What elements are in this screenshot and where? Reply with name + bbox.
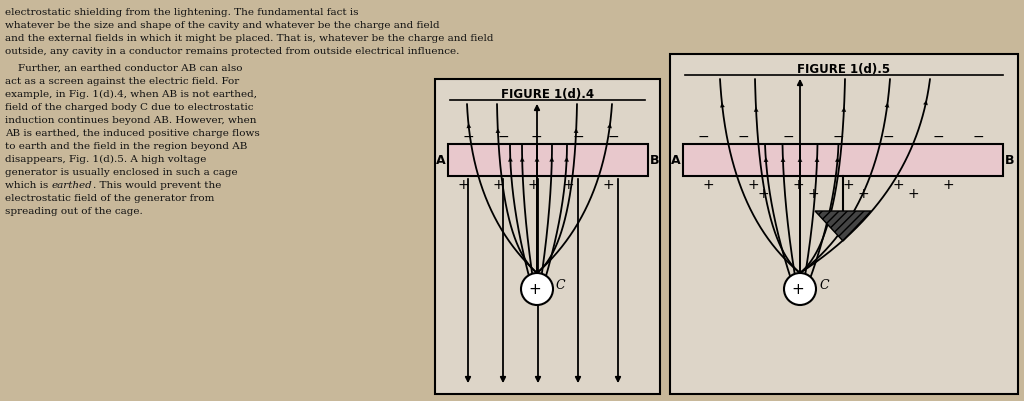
Text: +: + xyxy=(748,178,759,192)
Text: whatever be the size and shape of the cavity and whatever be the charge and fiel: whatever be the size and shape of the ca… xyxy=(5,21,439,30)
Text: FIGURE 1(d).5: FIGURE 1(d).5 xyxy=(798,63,891,76)
Text: B: B xyxy=(1005,154,1015,167)
Text: which is: which is xyxy=(5,180,51,190)
Text: electrostatic shielding from the lightening. The fundamental fact is: electrostatic shielding from the lighten… xyxy=(5,8,358,17)
Text: A: A xyxy=(436,154,446,167)
Bar xyxy=(449,145,648,176)
Bar xyxy=(670,55,1018,394)
Text: −: − xyxy=(782,130,794,144)
Text: −: − xyxy=(462,130,474,144)
Text: −: − xyxy=(572,130,584,144)
Text: +: + xyxy=(793,178,804,192)
Text: +: + xyxy=(807,186,819,200)
Text: earthed: earthed xyxy=(52,180,93,190)
Text: generator is usually enclosed in such a cage: generator is usually enclosed in such a … xyxy=(5,168,238,176)
Text: +: + xyxy=(857,186,868,200)
Text: +: + xyxy=(702,178,714,192)
Text: spreading out of the cage.: spreading out of the cage. xyxy=(5,207,142,215)
Text: +: + xyxy=(527,178,539,192)
Text: AB is earthed, the induced positive charge flows: AB is earthed, the induced positive char… xyxy=(5,129,260,138)
Text: FIGURE 1(d).4: FIGURE 1(d).4 xyxy=(501,88,594,101)
Text: +: + xyxy=(457,178,469,192)
Text: −: − xyxy=(883,130,894,144)
Text: −: − xyxy=(737,130,749,144)
Text: A: A xyxy=(672,154,681,167)
Text: −: − xyxy=(530,130,542,144)
Circle shape xyxy=(784,273,816,305)
Text: field of the charged body C due to electrostatic: field of the charged body C due to elect… xyxy=(5,103,254,112)
Text: +: + xyxy=(892,178,904,192)
Polygon shape xyxy=(815,211,871,241)
Text: to earth and the field in the region beyond AB: to earth and the field in the region bey… xyxy=(5,142,248,151)
Text: C: C xyxy=(820,279,829,292)
Text: +: + xyxy=(562,178,573,192)
Text: +: + xyxy=(842,178,854,192)
Text: −: − xyxy=(972,130,984,144)
Text: +: + xyxy=(602,178,613,192)
Text: Further, an earthed conductor AB can also: Further, an earthed conductor AB can als… xyxy=(5,64,243,73)
Text: induction continues beyond AB. However, when: induction continues beyond AB. However, … xyxy=(5,116,256,125)
Text: +: + xyxy=(792,282,805,297)
Bar xyxy=(435,80,660,394)
Text: C: C xyxy=(556,279,565,292)
Text: −: − xyxy=(833,130,844,144)
Text: +: + xyxy=(942,178,953,192)
Text: +: + xyxy=(907,186,919,200)
Text: +: + xyxy=(493,178,504,192)
Text: −: − xyxy=(498,130,509,144)
Text: B: B xyxy=(650,154,659,167)
Text: and the external fields in which it might be placed. That is, whatever be the ch: and the external fields in which it migh… xyxy=(5,34,494,43)
Text: act as a screen against the electric field. For: act as a screen against the electric fie… xyxy=(5,77,240,86)
Text: +: + xyxy=(757,186,769,200)
Text: outside, any cavity in a conductor remains protected from outside electrical inf: outside, any cavity in a conductor remai… xyxy=(5,47,460,56)
Text: −: − xyxy=(697,130,709,144)
Bar xyxy=(683,145,1002,176)
Text: . This would prevent the: . This would prevent the xyxy=(93,180,221,190)
Text: +: + xyxy=(528,282,542,297)
Text: −: − xyxy=(932,130,944,144)
Text: example, in Fig. 1(d).4, when AB is not earthed,: example, in Fig. 1(d).4, when AB is not … xyxy=(5,90,257,99)
Text: disappears, Fig. 1(d).5. A high voltage: disappears, Fig. 1(d).5. A high voltage xyxy=(5,155,207,164)
Text: −: − xyxy=(607,130,618,144)
Circle shape xyxy=(521,273,553,305)
Text: electrostatic field of the generator from: electrostatic field of the generator fro… xyxy=(5,194,214,203)
